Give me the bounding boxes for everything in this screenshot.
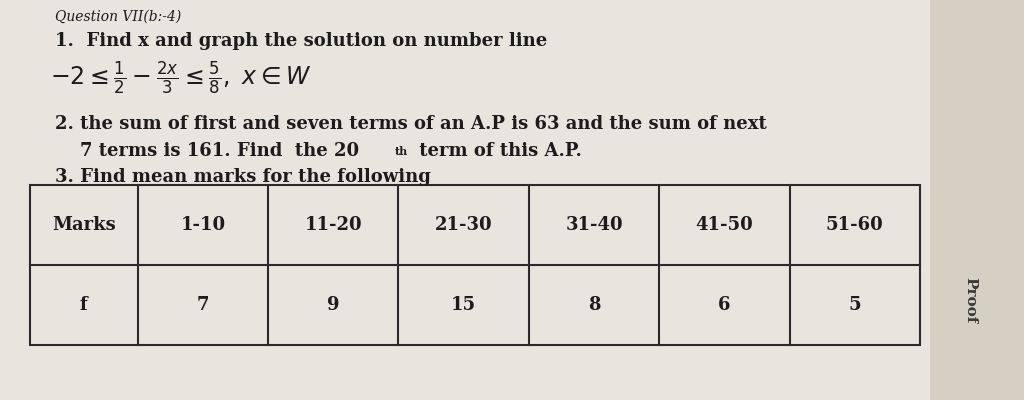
Text: 5: 5	[849, 296, 861, 314]
Bar	[930, 0, 1024, 400]
Text: 1.  Find x and graph the solution on number line: 1. Find x and graph the solution on numb…	[55, 32, 547, 50]
Text: 3. Find mean marks for the following: 3. Find mean marks for the following	[55, 168, 431, 186]
Text: 6: 6	[718, 296, 731, 314]
Text: 9: 9	[327, 296, 340, 314]
Text: 8: 8	[588, 296, 600, 314]
Text: 11-20: 11-20	[304, 216, 362, 234]
Bar	[30, 185, 920, 345]
Text: term of this A.P.: term of this A.P.	[413, 142, 582, 160]
Text: f: f	[80, 296, 88, 314]
Text: th: th	[395, 146, 409, 157]
Text: 31-40: 31-40	[565, 216, 623, 234]
Text: 2. the sum of first and seven terms of an A.P is 63 and the sum of next: 2. the sum of first and seven terms of a…	[55, 115, 767, 133]
Text: Proof: Proof	[963, 277, 977, 323]
Text: Question VII(b:-4): Question VII(b:-4)	[55, 10, 181, 24]
Text: 41-50: 41-50	[695, 216, 754, 234]
Text: 7: 7	[197, 296, 209, 314]
Text: 21-30: 21-30	[435, 216, 493, 234]
Text: $-2\leq\frac{1}{2}-\frac{2x}{3}\leq\frac{5}{8},\ x\in W$: $-2\leq\frac{1}{2}-\frac{2x}{3}\leq\frac…	[50, 60, 311, 97]
Text: 51-60: 51-60	[826, 216, 884, 234]
Text: Marks: Marks	[52, 216, 116, 234]
Text: 1-10: 1-10	[180, 216, 225, 234]
Text: 7 terms is 161. Find  the 20: 7 terms is 161. Find the 20	[55, 142, 359, 160]
Text: 15: 15	[452, 296, 476, 314]
